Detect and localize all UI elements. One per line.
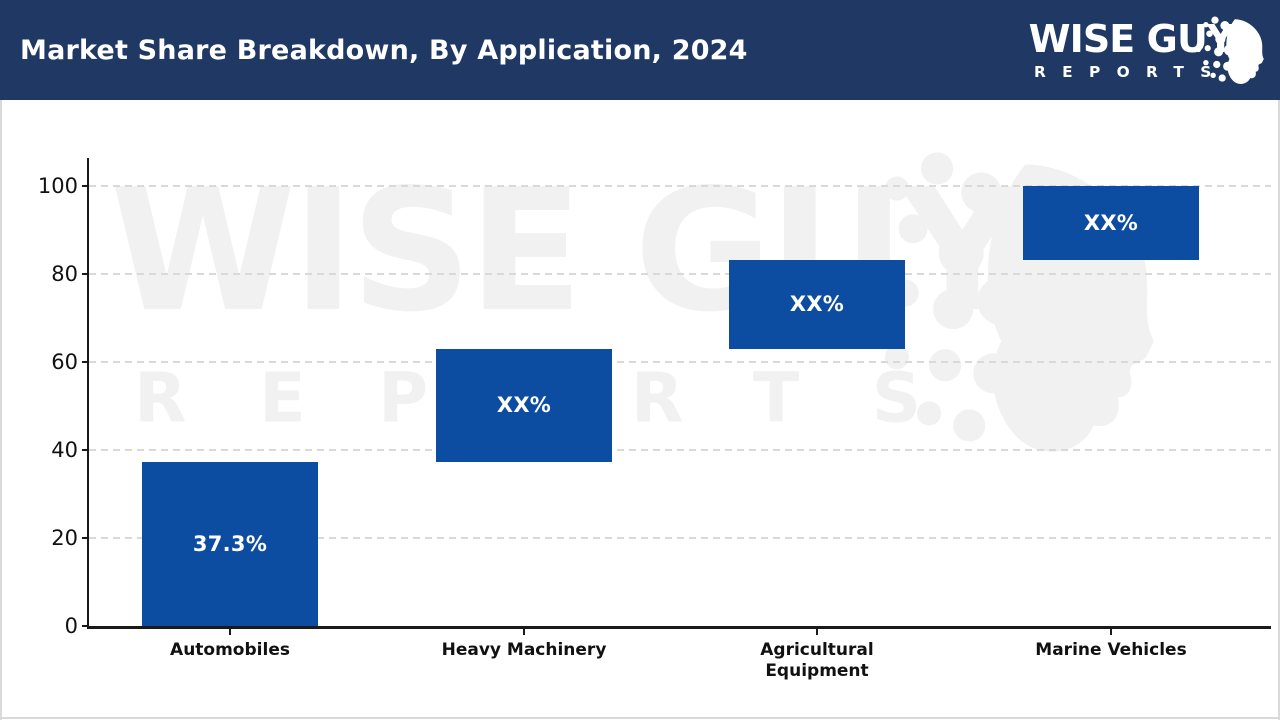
gridline-y40 (89, 449, 1271, 451)
x-tick-mark-agricultural-equipment (815, 628, 819, 635)
y-tick-mark-100 (82, 184, 89, 188)
plot-area: 0 20 40 60 80 100 37.3% XX% XX% XX% Automobiles Hea… (0, 100, 1280, 720)
x-tick-mark-heavy-machinery (522, 628, 526, 635)
right-border (1278, 100, 1280, 720)
bar-automobiles: 37.3% (142, 461, 318, 626)
y-tick-mark-80 (82, 272, 89, 276)
y-tick-mark-60 (82, 360, 89, 364)
bar-agricultural-equipment: XX% (729, 259, 905, 349)
header-bar: Market Share Breakdown, By Application, … (0, 0, 1280, 100)
x-tick-mark-automobiles (228, 628, 232, 635)
y-axis (86, 158, 89, 628)
y-tick-label-20: 20 (51, 526, 78, 550)
x-tick-label-heavy-machinery: Heavy Machinery (441, 640, 607, 660)
y-tick-label-60: 60 (51, 350, 78, 374)
y-tick-mark-0 (82, 624, 89, 628)
bar-value-label-agricultural-equipment: XX% (789, 292, 845, 317)
left-border (0, 100, 2, 720)
x-tick-label-marine-vehicles: Marine Vehicles (1035, 640, 1187, 660)
y-tick-label-0: 0 (64, 614, 78, 638)
gridline-y100 (89, 185, 1271, 187)
bar-value-label-marine-vehicles: XX% (1083, 210, 1139, 235)
bar-marine-vehicles: XX% (1023, 186, 1199, 260)
y-tick-mark-20 (82, 536, 89, 540)
y-tick-label-100: 100 (37, 174, 78, 198)
x-tick-mark-marine-vehicles (1109, 628, 1113, 635)
gridline-y20 (89, 537, 1271, 539)
y-tick-label-40: 40 (51, 438, 78, 462)
x-tick-label-automobiles: Automobiles (170, 640, 290, 660)
logo-subtext: REPORTS (1034, 63, 1211, 81)
bottom-border (0, 717, 1280, 719)
gridline-y80 (89, 273, 1271, 275)
bar-value-label-automobiles: 37.3% (192, 531, 268, 556)
y-tick-mark-40 (82, 448, 89, 452)
x-axis (86, 626, 1271, 629)
y-tick-label-80: 80 (51, 262, 78, 286)
bar-heavy-machinery: XX% (436, 348, 612, 462)
logo-head-dots-icon (1196, 16, 1264, 84)
logo-face-profile (1226, 19, 1264, 84)
chart-title: Market Share Breakdown, By Application, … (20, 34, 748, 66)
x-tick-label-agricultural-equipment: Agricultural Equipment (760, 640, 874, 681)
gridline-y60 (89, 361, 1271, 363)
wiseguy-logo: WISE GUY REPORTS (1028, 12, 1280, 88)
bar-value-label-heavy-machinery: XX% (496, 393, 552, 418)
